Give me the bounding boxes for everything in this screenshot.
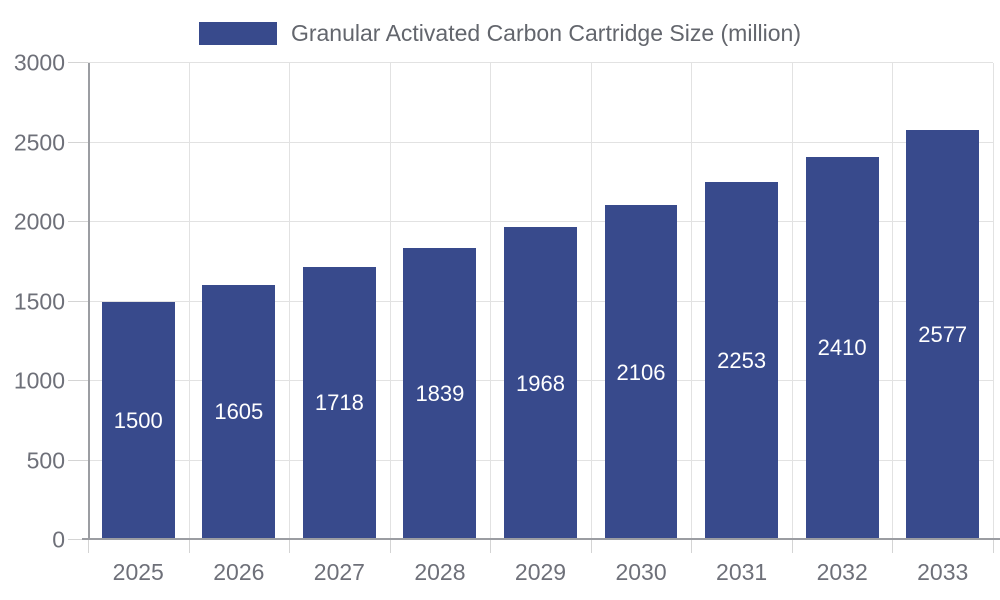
x-axis-tick [791, 540, 793, 553]
x-axis-tick-label: 2026 [213, 559, 265, 585]
y-axis-tick [68, 459, 88, 461]
y-axis-tick [68, 539, 88, 540]
v-gridline [892, 63, 894, 540]
y-axis-tick-label: 0 [52, 526, 65, 553]
bar-slot: 1968 [490, 63, 591, 540]
v-gridline [188, 63, 190, 540]
v-gridline [791, 63, 793, 540]
bar-value-label: 1605 [214, 399, 264, 425]
x-axis-tick [389, 540, 391, 553]
x-axis-tick [289, 540, 291, 553]
h-gridline [88, 141, 993, 143]
x-axis-tick [993, 540, 994, 553]
bar-2030[interactable]: 2106 [604, 205, 678, 540]
bar-slot: 1605 [189, 63, 290, 540]
y-axis-line [88, 63, 90, 540]
x-axis-tick [188, 540, 190, 553]
bar-slot: 2410 [792, 63, 893, 540]
x-axis-tick [490, 540, 492, 553]
bar-slot: 1500 [88, 63, 189, 540]
y-axis-tick [68, 62, 88, 63]
h-gridline [88, 62, 993, 63]
bar-value-label: 2410 [817, 335, 867, 361]
y-axis-tick-label: 1000 [13, 367, 65, 394]
bar-slot: 2577 [892, 63, 993, 540]
y-axis-tick-label: 3000 [13, 49, 65, 76]
x-axis-tick-label: 2028 [414, 559, 466, 585]
v-gridline [289, 63, 291, 540]
x-axis-tick [88, 540, 89, 553]
x-axis-tick-label: 2032 [816, 559, 868, 585]
bar-value-label: 1500 [113, 407, 163, 433]
x-axis-tick [691, 540, 693, 553]
bar-slot: 2253 [691, 63, 792, 540]
x-axis-tick-label: 2033 [917, 559, 969, 585]
v-gridline [490, 63, 492, 540]
bar-2027[interactable]: 1718 [302, 266, 376, 540]
bar-value-label: 2253 [717, 347, 767, 373]
y-axis-tick-label: 500 [26, 447, 65, 474]
legend[interactable]: Granular Activated Carbon Cartridge Size… [0, 20, 1000, 47]
y-axis-tick [68, 300, 88, 302]
bar-slot: 2106 [591, 63, 692, 540]
bar-value-label: 2106 [616, 359, 666, 385]
legend-label: Granular Activated Carbon Cartridge Size… [290, 20, 802, 46]
bar-value-label: 2577 [918, 322, 968, 348]
plot-area: 0 500 1000 1500 2000 2500 3000 1500 2025 1605 2026… [14, 51, 1000, 584]
bar-value-label: 1839 [415, 380, 465, 406]
y-axis-tick-label: 2000 [13, 208, 65, 235]
bar-slot: 1839 [390, 63, 491, 540]
h-gridline [88, 221, 993, 223]
bar-value-label: 1968 [516, 370, 565, 396]
y-axis-tick [68, 141, 88, 143]
x-axis-tick-label: 2031 [716, 559, 768, 585]
bar-2025[interactable]: 1500 [101, 301, 175, 540]
bar-2031[interactable]: 2253 [705, 181, 779, 540]
y-axis-tick-label: 2500 [13, 129, 65, 155]
x-axis-line [82, 538, 1000, 540]
x-axis-tick-label: 2025 [112, 559, 164, 585]
bar-2028[interactable]: 1839 [403, 247, 477, 540]
bar-2029[interactable]: 1968 [504, 227, 577, 540]
y-axis-tick [68, 221, 88, 223]
v-gridline [993, 63, 994, 540]
bar-2033[interactable]: 2577 [906, 130, 980, 540]
bar-slot: 1718 [289, 63, 390, 540]
x-axis-tick [892, 540, 894, 553]
bar-value-label: 1718 [314, 390, 364, 416]
y-axis-tick [68, 380, 88, 382]
v-gridline [590, 63, 592, 540]
bar-2032[interactable]: 2410 [805, 156, 879, 540]
bar-2026[interactable]: 1605 [202, 284, 276, 540]
y-axis-tick-label: 1500 [13, 288, 65, 314]
v-gridline [691, 63, 693, 540]
x-axis-tick-label: 2027 [313, 559, 365, 585]
x-axis-tick-label: 2029 [514, 559, 567, 585]
v-gridline [389, 63, 391, 540]
x-axis-tick [590, 540, 592, 553]
legend-swatch [198, 22, 277, 45]
x-axis-tick-label: 2030 [615, 559, 667, 585]
